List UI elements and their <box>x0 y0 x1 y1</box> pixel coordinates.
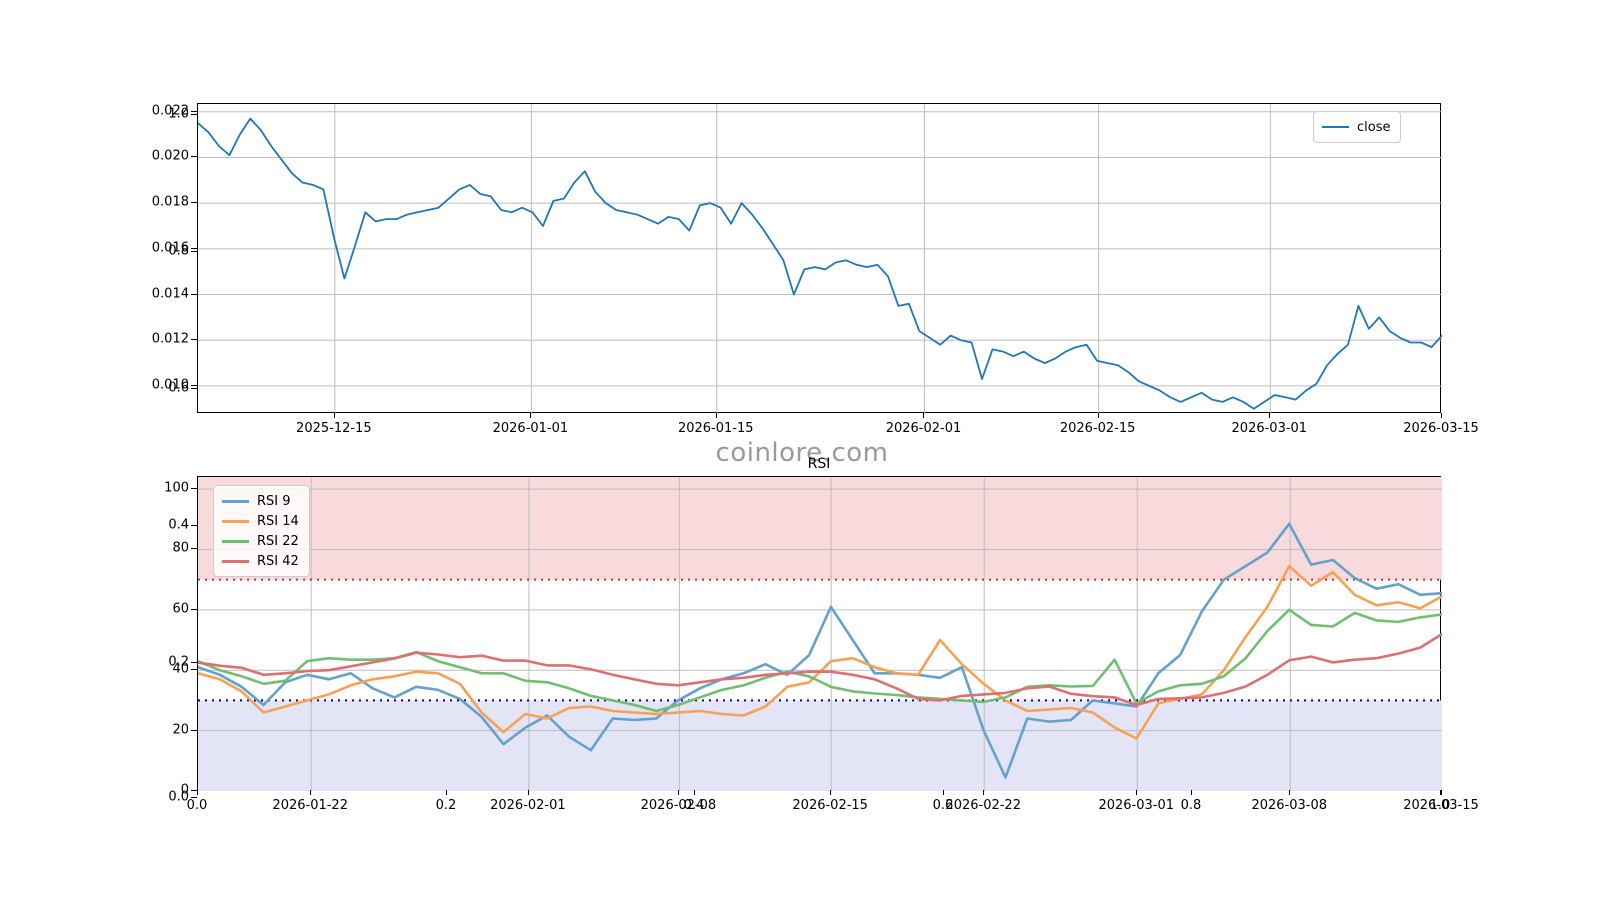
legend-entry-rsi42: RSI 42 <box>222 551 299 571</box>
y-tick-label: 0.010 <box>151 377 189 393</box>
y-tick-label: 60 <box>172 601 189 617</box>
figure-left-tick-label: 0.2 <box>168 654 189 670</box>
figure-bottom-tick-label: 0.2 <box>435 798 457 813</box>
y-tick-label: 0.012 <box>151 331 189 347</box>
price-legend: close <box>1313 111 1402 143</box>
rsi42-line-swatch <box>222 559 249 563</box>
rsi-chart <box>197 476 1442 791</box>
y-tick-label: 20 <box>172 722 189 738</box>
rsi22-line-swatch <box>222 539 249 543</box>
rsi9-line-swatch <box>222 499 249 503</box>
y-tick-label: 100 <box>164 480 189 496</box>
legend-entry-rsi22: RSI 22 <box>222 531 299 551</box>
figure-bottom-tick-label: 0.4 <box>683 798 705 813</box>
x-tick-label: 2026-01-22 <box>272 798 348 813</box>
legend-entry-rsi14: RSI 14 <box>222 511 299 531</box>
figure-left-tick-label: 0.8 <box>168 243 189 259</box>
rsi-title: RSI <box>807 456 831 472</box>
x-tick-label: 2026-02-01 <box>885 421 962 436</box>
x-tick-label: 2026-03-15 <box>1403 421 1479 436</box>
figure-left-tick-label: 1.0 <box>168 106 189 122</box>
y-tick-label: 0.018 <box>151 194 189 210</box>
y-tick-label: 40 <box>172 661 189 677</box>
rsi14-line-swatch <box>222 519 249 523</box>
x-tick-label: 2026-03-01 <box>1098 798 1174 813</box>
x-tick-label: 2025-12-15 <box>296 421 372 436</box>
tick-mark <box>191 797 197 798</box>
x-tick-label: 2026-03-01 <box>1231 421 1308 436</box>
legend-label-rsi14: RSI 14 <box>257 513 299 529</box>
x-tick-label: 2026-02-15 <box>792 798 868 813</box>
x-tick-label: 2026-03-15 <box>1403 798 1479 813</box>
x-tick-label: 2026-02-08 <box>640 798 717 813</box>
legend-entry-close: close <box>1322 117 1390 137</box>
x-tick-label: 2026-03-08 <box>1251 798 1327 813</box>
y-tick-label: 0.016 <box>151 240 189 256</box>
legend-label-rsi22: RSI 22 <box>257 533 299 549</box>
legend-entry-rsi9: RSI 9 <box>222 491 299 511</box>
figure-left-tick-label: 0.4 <box>168 517 189 533</box>
figure-left-tick-label: 0.0 <box>168 789 189 805</box>
y-tick-label: 0 <box>180 782 189 798</box>
x-tick-label: 2026-02-01 <box>490 798 566 813</box>
figure-bottom-tick-label: 0.8 <box>1180 798 1202 813</box>
legend-label-rsi42: RSI 42 <box>257 553 299 569</box>
x-tick-label: 2026-02-22 <box>945 798 1021 813</box>
x-tick-label: 2026-01-01 <box>492 421 569 436</box>
figure-bottom-tick-label: 0.0 <box>186 798 208 813</box>
x-tick-label: 2026-01-15 <box>677 421 754 436</box>
legend-label-rsi9: RSI 9 <box>257 493 291 509</box>
y-tick-label: 0.014 <box>151 286 189 302</box>
y-tick-label: 0.022 <box>151 103 189 119</box>
figure-left-tick-label: 0.6 <box>168 380 189 396</box>
price-chart <box>197 103 1442 414</box>
y-tick-label: 80 <box>172 540 189 556</box>
tick-mark <box>191 790 197 791</box>
x-tick-label: 2026-02-15 <box>1059 421 1136 436</box>
figure-bottom-tick-label: 1.0 <box>1429 798 1451 813</box>
rsi-legend: RSI 9 RSI 14 RSI 22 RSI 42 <box>213 485 310 577</box>
watermark: coinlore.com <box>715 438 889 468</box>
close-line-swatch <box>1322 126 1349 128</box>
y-tick-label: 0.020 <box>151 148 189 164</box>
figure-bottom-tick-label: 0.6 <box>932 798 954 813</box>
legend-label-close: close <box>1357 119 1391 135</box>
